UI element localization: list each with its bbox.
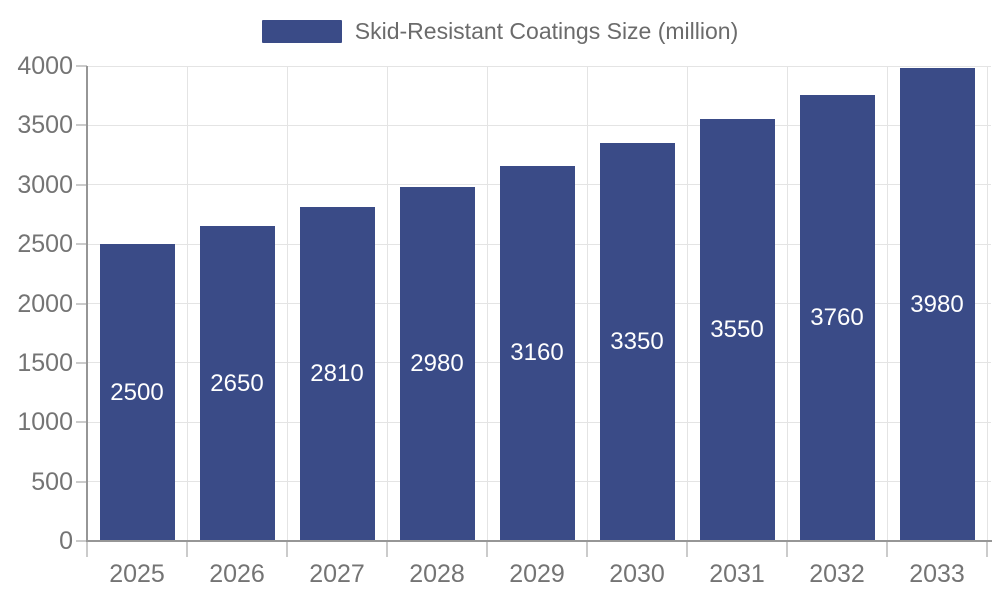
y-axis-tick bbox=[76, 183, 87, 186]
y-tick-label: 0 bbox=[59, 527, 73, 555]
y-tick-label: 1500 bbox=[17, 348, 73, 377]
y-axis-line bbox=[86, 66, 88, 541]
x-tick-label: 2026 bbox=[209, 560, 265, 588]
x-tick-label: 2028 bbox=[409, 560, 465, 588]
bar[interactable]: 2810 bbox=[299, 207, 375, 541]
y-tick-label: 4000 bbox=[17, 52, 73, 80]
v-gridline bbox=[986, 66, 988, 541]
bar[interactable]: 3550 bbox=[699, 119, 775, 541]
y-axis-tick bbox=[76, 302, 87, 305]
x-tick-label: 2027 bbox=[309, 560, 365, 588]
plot-area: 0 500 1000 1500 2000 2500 3000 3500 4000 2500 2025… bbox=[17, 52, 992, 588]
y-tick-label: 3500 bbox=[17, 111, 73, 140]
x-axis-tick bbox=[686, 542, 688, 557]
x-tick-label: 2029 bbox=[509, 560, 565, 588]
y-tick-label: 2000 bbox=[17, 289, 73, 318]
bar[interactable]: 3980 bbox=[899, 68, 975, 541]
y-axis-tick bbox=[76, 540, 87, 542]
y-axis-tick bbox=[76, 65, 87, 67]
bar[interactable]: 2980 bbox=[399, 187, 475, 541]
legend-swatch[interactable] bbox=[261, 19, 342, 43]
y-axis-tick bbox=[76, 243, 87, 246]
x-axis-tick bbox=[786, 542, 788, 557]
y-axis-tick bbox=[76, 480, 87, 483]
v-gridline bbox=[186, 66, 188, 541]
x-tick-label: 2031 bbox=[709, 560, 765, 588]
bar-value-label: 3350 bbox=[610, 328, 664, 356]
x-axis-tick bbox=[486, 542, 488, 557]
v-gridline bbox=[886, 66, 888, 541]
v-gridline bbox=[486, 66, 488, 541]
legend-label[interactable]: Skid-Resistant Coatings Size (million) bbox=[354, 17, 739, 44]
bar-value-label: 2650 bbox=[210, 369, 264, 397]
v-gridline bbox=[386, 66, 388, 541]
y-tick-label: 500 bbox=[31, 467, 73, 496]
bar-value-label: 3550 bbox=[710, 316, 764, 344]
x-axis-tick bbox=[386, 542, 388, 557]
x-axis-tick bbox=[886, 542, 888, 557]
bar-value-label: 3980 bbox=[910, 290, 964, 318]
v-gridline bbox=[686, 66, 688, 541]
h-gridline bbox=[87, 65, 991, 67]
bar[interactable]: 2650 bbox=[199, 226, 275, 541]
bar-value-label: 3760 bbox=[810, 303, 864, 331]
x-tick-label: 2032 bbox=[809, 560, 865, 588]
bar[interactable]: 3160 bbox=[499, 165, 575, 541]
x-axis-tick bbox=[586, 542, 588, 557]
x-tick-label: 2033 bbox=[909, 560, 965, 588]
y-axis-tick bbox=[76, 361, 87, 364]
x-tick-label: 2030 bbox=[609, 560, 665, 588]
bar-value-label: 3160 bbox=[510, 339, 564, 367]
x-axis-tick bbox=[186, 542, 188, 557]
y-axis-tick bbox=[76, 124, 87, 127]
v-gridline bbox=[786, 66, 788, 541]
y-axis-tick bbox=[76, 421, 87, 424]
x-axis-tick bbox=[86, 542, 88, 557]
x-tick-label: 2025 bbox=[109, 560, 165, 588]
y-tick-label: 2500 bbox=[17, 230, 73, 259]
bar-value-label: 2500 bbox=[110, 378, 164, 406]
v-gridline bbox=[586, 66, 588, 541]
x-axis-tick bbox=[286, 542, 288, 557]
h-gridline bbox=[87, 124, 991, 126]
bar-value-label: 2980 bbox=[410, 350, 464, 378]
x-axis-tick bbox=[986, 542, 988, 557]
bar[interactable]: 3350 bbox=[599, 143, 675, 541]
bar-value-label: 2810 bbox=[310, 360, 364, 388]
x-axis-line bbox=[86, 540, 992, 542]
y-tick-label: 1000 bbox=[17, 408, 73, 437]
bar[interactable]: 3760 bbox=[799, 94, 875, 541]
v-gridline bbox=[286, 66, 288, 541]
y-tick-label: 3000 bbox=[17, 170, 73, 199]
legend[interactable]: Skid-Resistant Coatings Size (million) bbox=[0, 16, 1000, 46]
bar[interactable]: 2500 bbox=[99, 244, 175, 541]
